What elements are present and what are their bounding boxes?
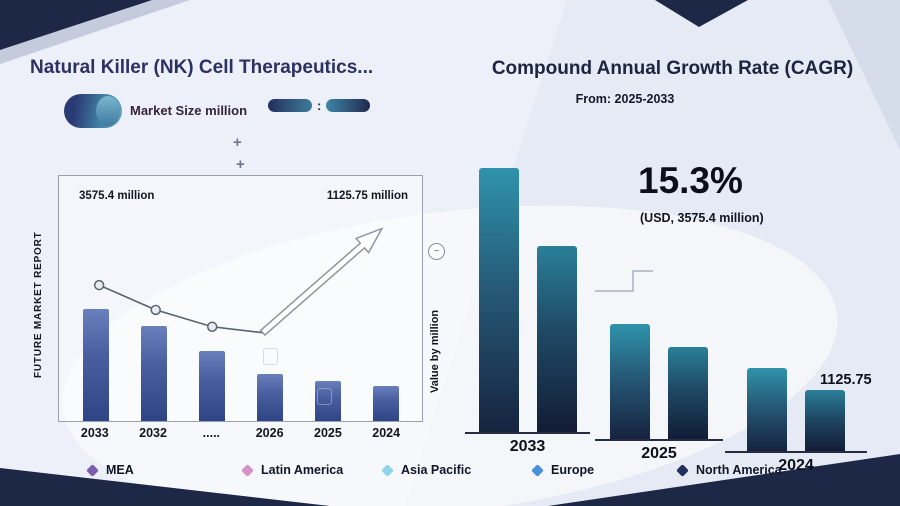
ratio-colon: : xyxy=(317,98,322,113)
bar-column xyxy=(242,374,297,421)
cagr-axis-line xyxy=(595,439,723,441)
cagr-bar-pair xyxy=(465,168,590,432)
bar-column xyxy=(126,326,181,421)
left-axis-label: FUTURE MARKET REPORT xyxy=(33,231,44,379)
cagr-group-2025: 2025 xyxy=(595,324,723,462)
legend-label: MEA xyxy=(106,463,134,477)
cagr-group-2024: 2024 xyxy=(725,368,867,474)
bar-column xyxy=(68,309,123,421)
start-value-label: 3575.4 million xyxy=(79,190,155,202)
market-size-bar-2032 xyxy=(140,326,167,421)
market-size-bar-2024 xyxy=(372,386,399,421)
cagr-bar-2025-series-b xyxy=(668,347,708,439)
cagr-bar-pair xyxy=(595,324,723,439)
cagr-bar-2024-series-a xyxy=(747,368,787,451)
bar-column xyxy=(358,386,413,421)
market-size-chart-panel: 3575.4 million 1125.75 million xyxy=(58,175,423,422)
market-size-bar-2026 xyxy=(256,374,283,421)
legend-diamond-icon xyxy=(86,463,99,477)
right-chart-subtitle: From: 2025-2033 xyxy=(575,92,675,106)
cagr-axis-line xyxy=(725,451,867,453)
minus-icon: − xyxy=(428,243,445,260)
cagr-bar-2025-series-a xyxy=(610,324,650,439)
cagr-bar-pair xyxy=(725,368,867,451)
cagr-bar-2033-series-b xyxy=(536,246,577,432)
market-size-x-label: 2033 xyxy=(80,426,109,440)
market-size-bar-..... xyxy=(198,351,225,421)
legend-label: Asia Pacific xyxy=(401,463,472,477)
legend-label: Europe xyxy=(551,463,595,477)
market-size-bar-2025 xyxy=(314,381,341,421)
region-legend: MEA Latin America Asia Pacific Europe North … xyxy=(0,463,900,487)
market-size-x-label: 2032 xyxy=(139,426,167,440)
pill-icon xyxy=(268,99,312,112)
market-size-legend-label: Market Size million xyxy=(130,103,248,118)
legend-item-mea: MEA xyxy=(86,463,134,477)
market-size-x-label: ..... xyxy=(202,426,221,440)
cagr-x-label: 2033 xyxy=(509,438,546,455)
right-axis-label: Value by million xyxy=(429,309,441,393)
legend-diamond-icon xyxy=(381,463,394,477)
cagr-axis-line xyxy=(465,432,590,434)
right-chart-title: Compound Annual Growth Rate (CAGR) xyxy=(491,58,854,79)
market-size-x-label: 2024 xyxy=(372,426,401,440)
cagr-end-value-label: 1125.75 xyxy=(820,372,872,388)
market-size-x-label: 2025 xyxy=(314,426,342,440)
cagr-value: 15.3% xyxy=(638,160,743,201)
market-size-bar-2033 xyxy=(82,309,109,421)
step-decoration xyxy=(595,270,653,292)
legend-label: North America xyxy=(696,463,782,477)
market-size-x-label: 2026 xyxy=(255,426,284,440)
plus-icon: + xyxy=(236,156,245,173)
cagr-bar-2024-series-b xyxy=(805,390,845,451)
trend-arrow xyxy=(93,227,384,337)
legend-diamond-icon xyxy=(676,463,689,477)
bar-column xyxy=(184,351,239,421)
legend-diamond-icon xyxy=(531,463,544,477)
legend-label: Latin America xyxy=(261,463,344,477)
legend-item-latin-america: Latin America xyxy=(241,463,344,477)
cagr-x-label: 2024 xyxy=(778,457,814,474)
market-size-legend-icon xyxy=(64,94,122,128)
market-size-x-labels: 2033 2032..... 2026 2025 2024 xyxy=(58,426,423,440)
bar-column xyxy=(300,381,355,421)
market-size-bars xyxy=(59,176,422,421)
legend-item-asia-pacific: Asia Pacific xyxy=(381,463,472,477)
cagr-group-2033: 2033 xyxy=(465,168,590,455)
cagr-bar-2033-series-a xyxy=(478,168,519,432)
cagr-x-label: 2025 xyxy=(641,445,677,462)
pill-icon xyxy=(326,99,371,112)
ratio-pills-decoration: : xyxy=(268,98,371,113)
ghost-marker-icon xyxy=(263,348,278,365)
minus-glyph: − xyxy=(433,246,440,257)
legend-item-europe: Europe xyxy=(531,463,595,477)
cagr-note: (USD, 3575.4 million) xyxy=(640,211,764,225)
ghost-marker-icon xyxy=(317,388,332,405)
legend-item-north-america: North America xyxy=(676,463,782,477)
end-value-label: 1125.75 million xyxy=(326,190,408,202)
legend-diamond-icon xyxy=(241,463,254,477)
left-chart-title: Natural Killer (NK) Cell Therapeutics... xyxy=(30,57,374,78)
plus-icon: + xyxy=(233,134,242,151)
